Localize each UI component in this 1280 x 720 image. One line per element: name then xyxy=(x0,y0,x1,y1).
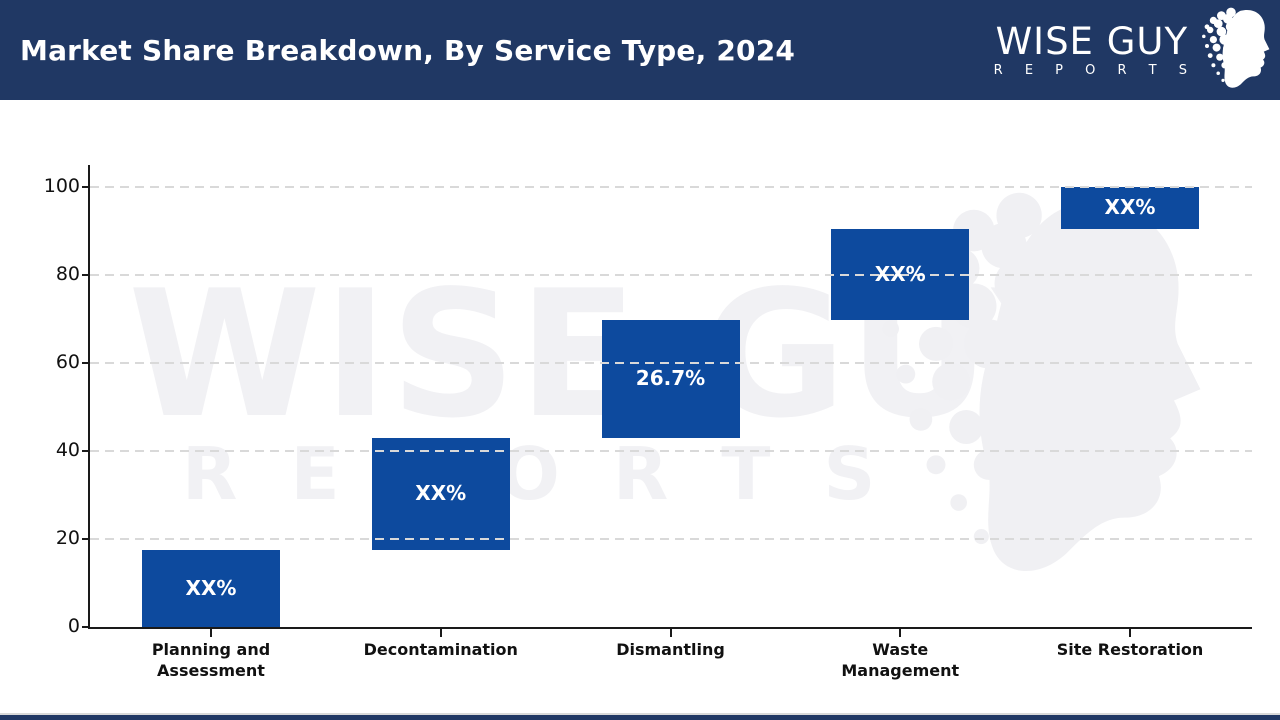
bar-value-label: XX% xyxy=(1104,195,1156,220)
brand-tagline: R E P O R T S xyxy=(993,63,1196,78)
y-axis-tick-label: 100 xyxy=(43,175,80,197)
y-axis-tick-label: 60 xyxy=(55,351,80,373)
y-axis-tick-label: 80 xyxy=(55,263,80,285)
y-axis-tick xyxy=(82,186,90,188)
waterfall-bar xyxy=(371,437,510,550)
y-axis-line xyxy=(88,165,90,629)
y-axis-tick-label: 40 xyxy=(55,439,80,461)
x-axis-tick xyxy=(210,629,212,637)
figure-title: Market Share Breakdown, By Service Type,… xyxy=(20,33,796,67)
brand-name: WISE GUY xyxy=(995,20,1189,63)
y-axis-tick xyxy=(82,450,90,452)
x-axis-tick xyxy=(1129,629,1131,637)
x-axis-tick xyxy=(669,629,672,637)
bar-value-label: XX% xyxy=(185,575,237,600)
y-gridline xyxy=(90,186,1252,188)
y-axis-tick xyxy=(82,626,90,628)
x-axis-category-label: Waste Management xyxy=(841,640,960,680)
y-axis-tick xyxy=(82,538,90,540)
header-bar: Market Share Breakdown, By Service Type,… xyxy=(0,0,1280,100)
x-axis-category-label: Dismantling xyxy=(616,640,725,659)
waterfall-bar xyxy=(142,550,280,627)
y-axis-tick-label: 20 xyxy=(55,527,80,549)
y-gridline xyxy=(90,362,1252,364)
y-axis-tick-label: 0 xyxy=(67,615,80,637)
bar-value-label: 26.7% xyxy=(635,366,706,391)
waterfall-bar xyxy=(1061,187,1199,230)
brand-logo-text: WISE GUY R E P O R T S xyxy=(988,23,1196,77)
x-axis-tick xyxy=(899,629,902,637)
x-axis-category-label: Decontamination xyxy=(363,640,518,659)
brand-head-icon xyxy=(1198,6,1272,94)
y-gridline xyxy=(90,450,1252,452)
brand-logo: WISE GUY R E P O R T S xyxy=(988,6,1272,94)
x-axis-category-label: Planning and Assessment xyxy=(151,640,271,680)
y-axis-tick xyxy=(82,274,90,276)
x-axis-tick xyxy=(439,629,442,637)
footer-bar xyxy=(0,713,1280,720)
x-axis-line xyxy=(88,627,1252,629)
watermark-brand-tagline: R E P O R T S xyxy=(182,432,890,516)
y-gridline xyxy=(90,274,1252,276)
bar-value-label: XX% xyxy=(874,261,926,286)
bar-value-label: XX% xyxy=(415,480,467,505)
y-axis-tick xyxy=(82,362,90,364)
y-gridline xyxy=(90,538,1252,540)
waterfall-bar xyxy=(601,320,740,438)
x-axis-category-label: Site Restoration xyxy=(1056,640,1204,659)
